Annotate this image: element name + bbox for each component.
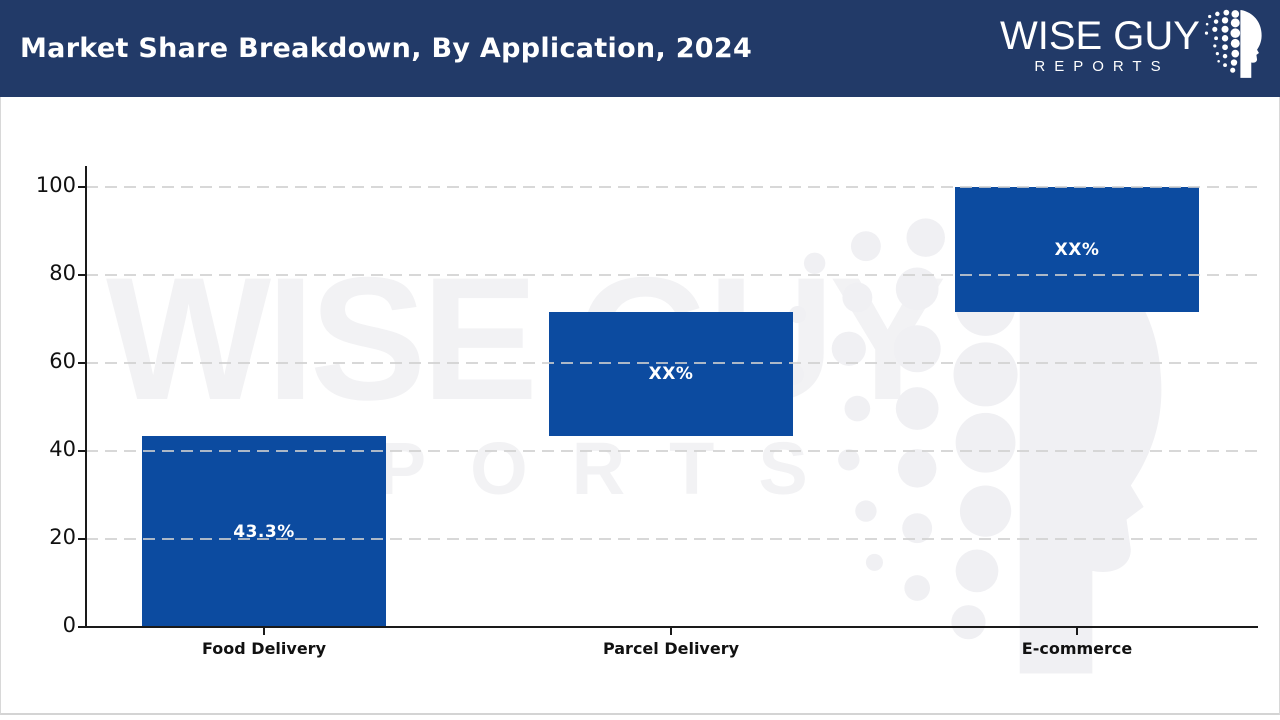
x-tick-label: Parcel Delivery (602, 639, 740, 658)
y-tick-mark (78, 362, 86, 364)
page-title: Market Share Breakdown, By Application, … (20, 33, 753, 64)
bar-parcel-delivery: XX% (549, 312, 793, 437)
logo-face-icon (1204, 9, 1262, 78)
y-tick-label: 100 (35, 173, 76, 197)
logo-reports-label: REPORTS (1034, 58, 1170, 75)
bar-value-label: 43.3% (233, 521, 295, 542)
watermark-wiseguy-text: WISE GUY (106, 242, 946, 437)
y-tick-mark (78, 626, 86, 628)
y-tick-label: 80 (49, 261, 76, 285)
gridline (86, 450, 1258, 452)
y-axis-line (85, 166, 87, 628)
x-tick-mark (263, 628, 265, 635)
x-tick-label: E-commerce (1021, 639, 1133, 658)
wiseguy-logo-text: WISE GUY REPORTS (1000, 14, 1200, 74)
bar-value-label: XX% (1054, 239, 1100, 260)
gridline (86, 274, 1258, 276)
logo-wiseguy-label: WISE GUY (999, 14, 1200, 58)
gridline (86, 186, 1258, 188)
bar-food-delivery: 43.3% (142, 436, 386, 627)
y-tick-label: 40 (49, 437, 76, 461)
y-tick-label: 60 (49, 349, 76, 373)
y-tick-mark (78, 274, 86, 276)
y-tick-mark (78, 538, 86, 540)
y-tick-mark (78, 450, 86, 452)
y-tick-label: 20 (49, 525, 76, 549)
gridline (86, 538, 1258, 540)
watermark-face-icon (782, 218, 1162, 674)
y-tick-label: 0 (62, 613, 76, 637)
x-tick-mark (670, 628, 672, 635)
x-axis-line (85, 626, 1258, 628)
x-tick-label: Food Delivery (202, 639, 326, 658)
y-tick-mark (78, 186, 86, 188)
bar-e-commerce: XX% (955, 187, 1199, 313)
bar-value-label: XX% (648, 364, 694, 385)
header-bar: Market Share Breakdown, By Application, … (0, 0, 1280, 97)
x-tick-mark (1076, 628, 1078, 635)
wiseguy-logo: WISE GUY REPORTS (1000, 8, 1266, 80)
gridline (86, 362, 1258, 364)
